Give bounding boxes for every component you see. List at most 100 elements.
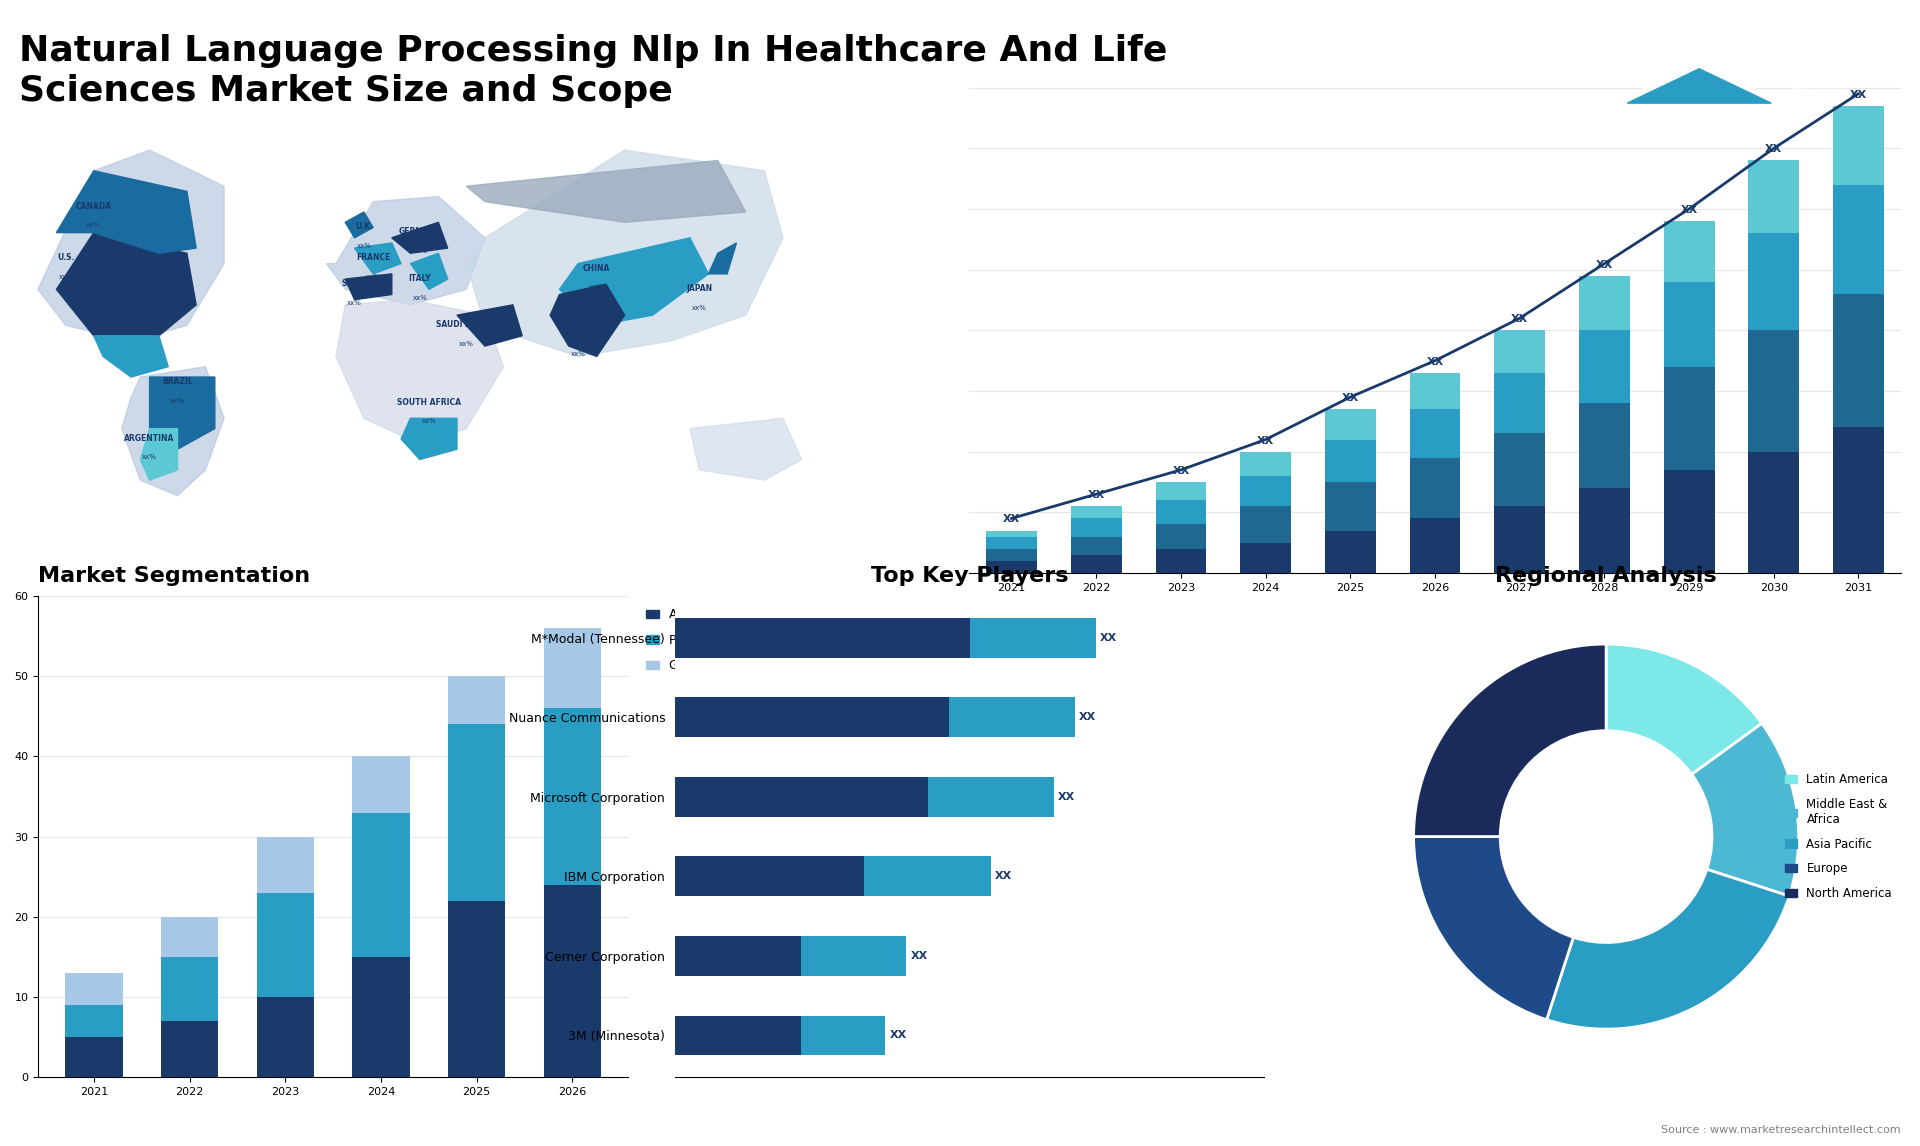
- Text: XX: XX: [1058, 792, 1075, 802]
- Bar: [65, 973, 123, 1005]
- Text: XX: XX: [1173, 466, 1190, 476]
- Text: xx%: xx%: [459, 342, 474, 347]
- Polygon shape: [559, 237, 708, 325]
- Bar: [1578, 403, 1630, 488]
- Bar: [864, 856, 991, 896]
- Text: XX: XX: [1002, 515, 1020, 525]
- Bar: [1409, 372, 1461, 409]
- Text: xx%: xx%: [589, 284, 605, 290]
- Polygon shape: [689, 418, 803, 480]
- Text: XX: XX: [1849, 89, 1866, 100]
- Polygon shape: [121, 367, 225, 495]
- Text: ARGENTINA: ARGENTINA: [125, 433, 175, 442]
- Bar: [257, 893, 315, 997]
- Bar: [1156, 549, 1206, 573]
- Text: xx%: xx%: [357, 243, 371, 249]
- Polygon shape: [708, 243, 737, 274]
- Bar: [1071, 518, 1121, 536]
- Wedge shape: [1548, 870, 1789, 1029]
- Bar: [1325, 531, 1377, 573]
- Text: xx%: xx%: [86, 222, 102, 228]
- Bar: [447, 901, 505, 1077]
- Bar: [1834, 185, 1884, 293]
- Bar: [351, 957, 409, 1077]
- Polygon shape: [38, 150, 225, 342]
- Bar: [970, 618, 1096, 658]
- Bar: [1749, 452, 1799, 573]
- Text: MARKET
RESEARCH
INTELLECT: MARKET RESEARCH INTELLECT: [1791, 56, 1849, 93]
- Text: Natural Language Processing Nlp In Healthcare And Life
Sciences Market Size and : Natural Language Processing Nlp In Healt…: [19, 34, 1167, 108]
- Bar: [676, 618, 970, 658]
- Bar: [1665, 367, 1715, 470]
- Polygon shape: [346, 274, 392, 299]
- Bar: [948, 698, 1075, 737]
- Text: FRANCE: FRANCE: [355, 253, 390, 262]
- Bar: [1156, 500, 1206, 525]
- Bar: [257, 837, 315, 893]
- Bar: [676, 1015, 801, 1055]
- Bar: [1156, 482, 1206, 500]
- Bar: [1834, 427, 1884, 573]
- Wedge shape: [1413, 837, 1572, 1020]
- Bar: [1665, 470, 1715, 573]
- Bar: [801, 1015, 885, 1055]
- Polygon shape: [56, 171, 196, 253]
- Polygon shape: [401, 418, 457, 460]
- Bar: [1494, 330, 1546, 372]
- Text: xx%: xx%: [142, 454, 157, 461]
- Text: XX: XX: [1258, 435, 1275, 446]
- Polygon shape: [1628, 40, 1770, 103]
- Text: xx%: xx%: [58, 274, 73, 280]
- Text: CHINA: CHINA: [584, 264, 611, 273]
- Text: U.K.: U.K.: [355, 222, 372, 231]
- Bar: [1240, 507, 1290, 543]
- Text: XX: XX: [1100, 633, 1117, 643]
- Bar: [1240, 543, 1290, 573]
- Text: xx%: xx%: [413, 295, 426, 300]
- Text: xx%: xx%: [570, 351, 586, 358]
- Text: U.S.: U.S.: [58, 253, 75, 262]
- Text: Source : www.marketresearchintellect.com: Source : www.marketresearchintellect.com: [1661, 1124, 1901, 1135]
- Text: XX: XX: [1511, 314, 1528, 324]
- Bar: [543, 628, 601, 708]
- Polygon shape: [355, 243, 401, 274]
- Polygon shape: [346, 212, 372, 237]
- Polygon shape: [326, 197, 486, 305]
- Text: ITALY: ITALY: [409, 274, 432, 283]
- Wedge shape: [1413, 644, 1607, 837]
- Bar: [161, 957, 219, 1021]
- Text: XX: XX: [1427, 356, 1444, 367]
- Bar: [987, 536, 1037, 549]
- Bar: [543, 708, 601, 885]
- Polygon shape: [457, 305, 522, 346]
- Polygon shape: [392, 222, 447, 253]
- Text: xx%: xx%: [691, 305, 707, 311]
- Text: SPAIN: SPAIN: [342, 278, 367, 288]
- Text: xx%: xx%: [348, 300, 363, 306]
- Bar: [987, 560, 1037, 573]
- Polygon shape: [336, 299, 503, 445]
- Bar: [161, 1021, 219, 1077]
- Bar: [1494, 372, 1546, 433]
- Bar: [1071, 555, 1121, 573]
- Bar: [676, 936, 801, 975]
- Legend: Latin America, Middle East &
Africa, Asia Pacific, Europe, North America: Latin America, Middle East & Africa, Asi…: [1780, 768, 1897, 905]
- Bar: [1325, 409, 1377, 440]
- Wedge shape: [1692, 723, 1799, 896]
- Bar: [1325, 440, 1377, 482]
- Text: xx%: xx%: [422, 418, 436, 424]
- Text: XX: XX: [910, 951, 927, 960]
- Text: XX: XX: [1680, 205, 1697, 215]
- Title: Top Key Players: Top Key Players: [872, 566, 1068, 586]
- Bar: [1240, 452, 1290, 476]
- Polygon shape: [467, 160, 745, 222]
- Bar: [1834, 105, 1884, 185]
- Text: xx%: xx%: [106, 325, 119, 331]
- Bar: [1665, 221, 1715, 282]
- Bar: [1749, 330, 1799, 452]
- Bar: [543, 885, 601, 1077]
- Bar: [1325, 482, 1377, 531]
- Bar: [1578, 276, 1630, 330]
- Text: xx%: xx%: [171, 398, 184, 403]
- Text: SAUDI ARABIA: SAUDI ARABIA: [436, 320, 497, 329]
